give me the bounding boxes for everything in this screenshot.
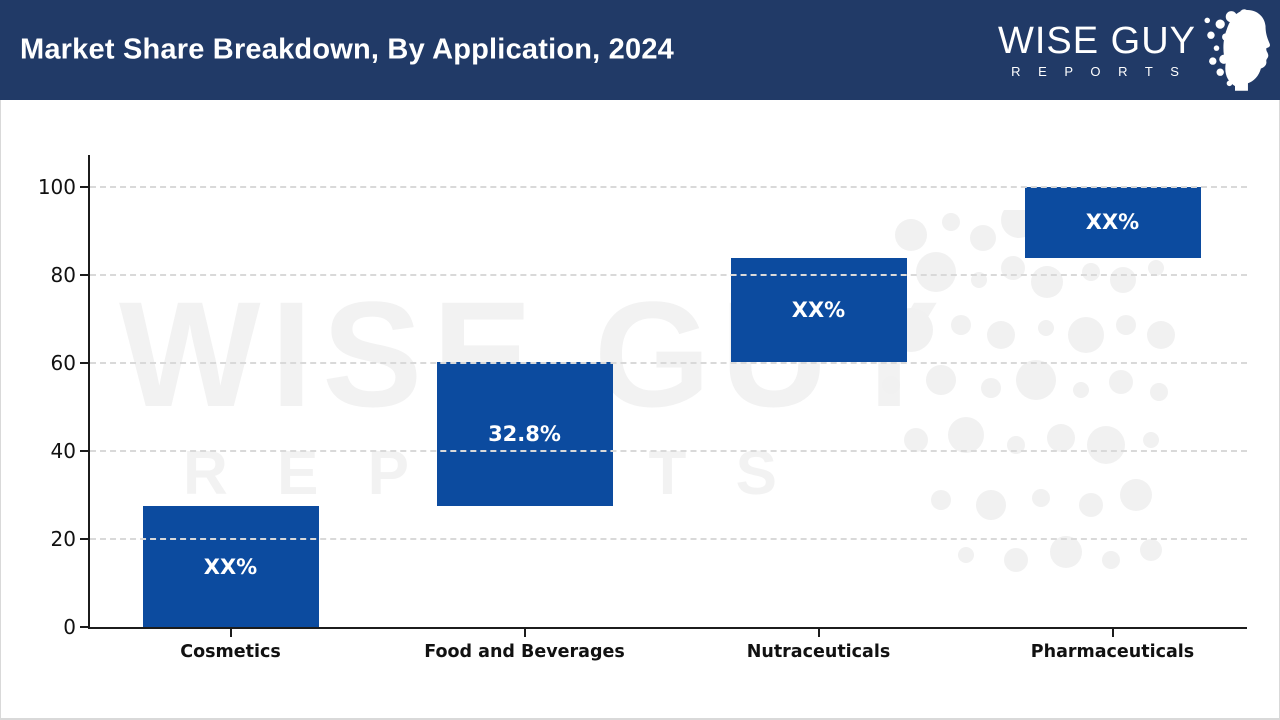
logo-face-icon: [1204, 9, 1270, 91]
y-tick-mark: [80, 361, 88, 364]
bar-cosmetics: XX%: [142, 506, 319, 627]
bar-value-label: 32.8%: [488, 422, 561, 447]
bar-food-and-beverages: 32.8%: [436, 361, 613, 507]
y-tick-label: 80: [50, 262, 76, 287]
y-axis-spine: [88, 155, 90, 629]
x-tick-mark: [1111, 629, 1114, 637]
y-tick-mark: [80, 537, 88, 540]
gridline: [90, 273, 1247, 276]
x-axis-spine: [88, 627, 1247, 629]
logo-subtitle: R E P O R T S: [1011, 63, 1186, 79]
x-tick-label: Nutraceuticals: [746, 642, 891, 662]
x-tick-label: Pharmaceuticals: [1030, 642, 1195, 662]
bar-pharmaceuticals: XX%: [1024, 186, 1201, 258]
y-tick-mark: [80, 449, 88, 452]
gridline: [90, 449, 1247, 452]
chart-title: Market Share Breakdown, By Application, …: [20, 33, 674, 66]
y-tick-mark: [80, 273, 88, 276]
y-tick-label: 0: [63, 615, 76, 639]
gridline: [90, 537, 1247, 540]
bar-value-label: XX%: [791, 297, 846, 322]
x-tick-mark: [817, 629, 820, 637]
gridline: [90, 361, 1247, 364]
bar-value-label: XX%: [1085, 210, 1140, 235]
y-tick-label: 100: [37, 174, 76, 199]
wiseguy-logo: WISE GUY R E P O R T S: [998, 4, 1272, 96]
y-tick-label: 20: [50, 526, 76, 551]
logo-text: WISE GUY R E P O R T S: [998, 22, 1196, 79]
gridline: [90, 185, 1247, 188]
header-banner: Market Share Breakdown, By Application, …: [0, 0, 1280, 100]
y-tick-mark: [80, 185, 88, 188]
y-tick-mark: [80, 626, 88, 628]
y-tick-label: 60: [50, 350, 76, 375]
x-tick-mark: [523, 629, 526, 637]
y-tick-label: 40: [50, 438, 76, 463]
x-tick-mark: [229, 629, 232, 637]
x-tick-label: Food and Beverages: [424, 642, 625, 662]
chart-area: WISE GUY R E P O R T S: [0, 100, 1280, 720]
logo-wordmark: WISE GUY: [997, 19, 1196, 62]
bar-value-label: XX%: [203, 554, 258, 579]
x-tick-label: Cosmetics: [180, 642, 281, 662]
